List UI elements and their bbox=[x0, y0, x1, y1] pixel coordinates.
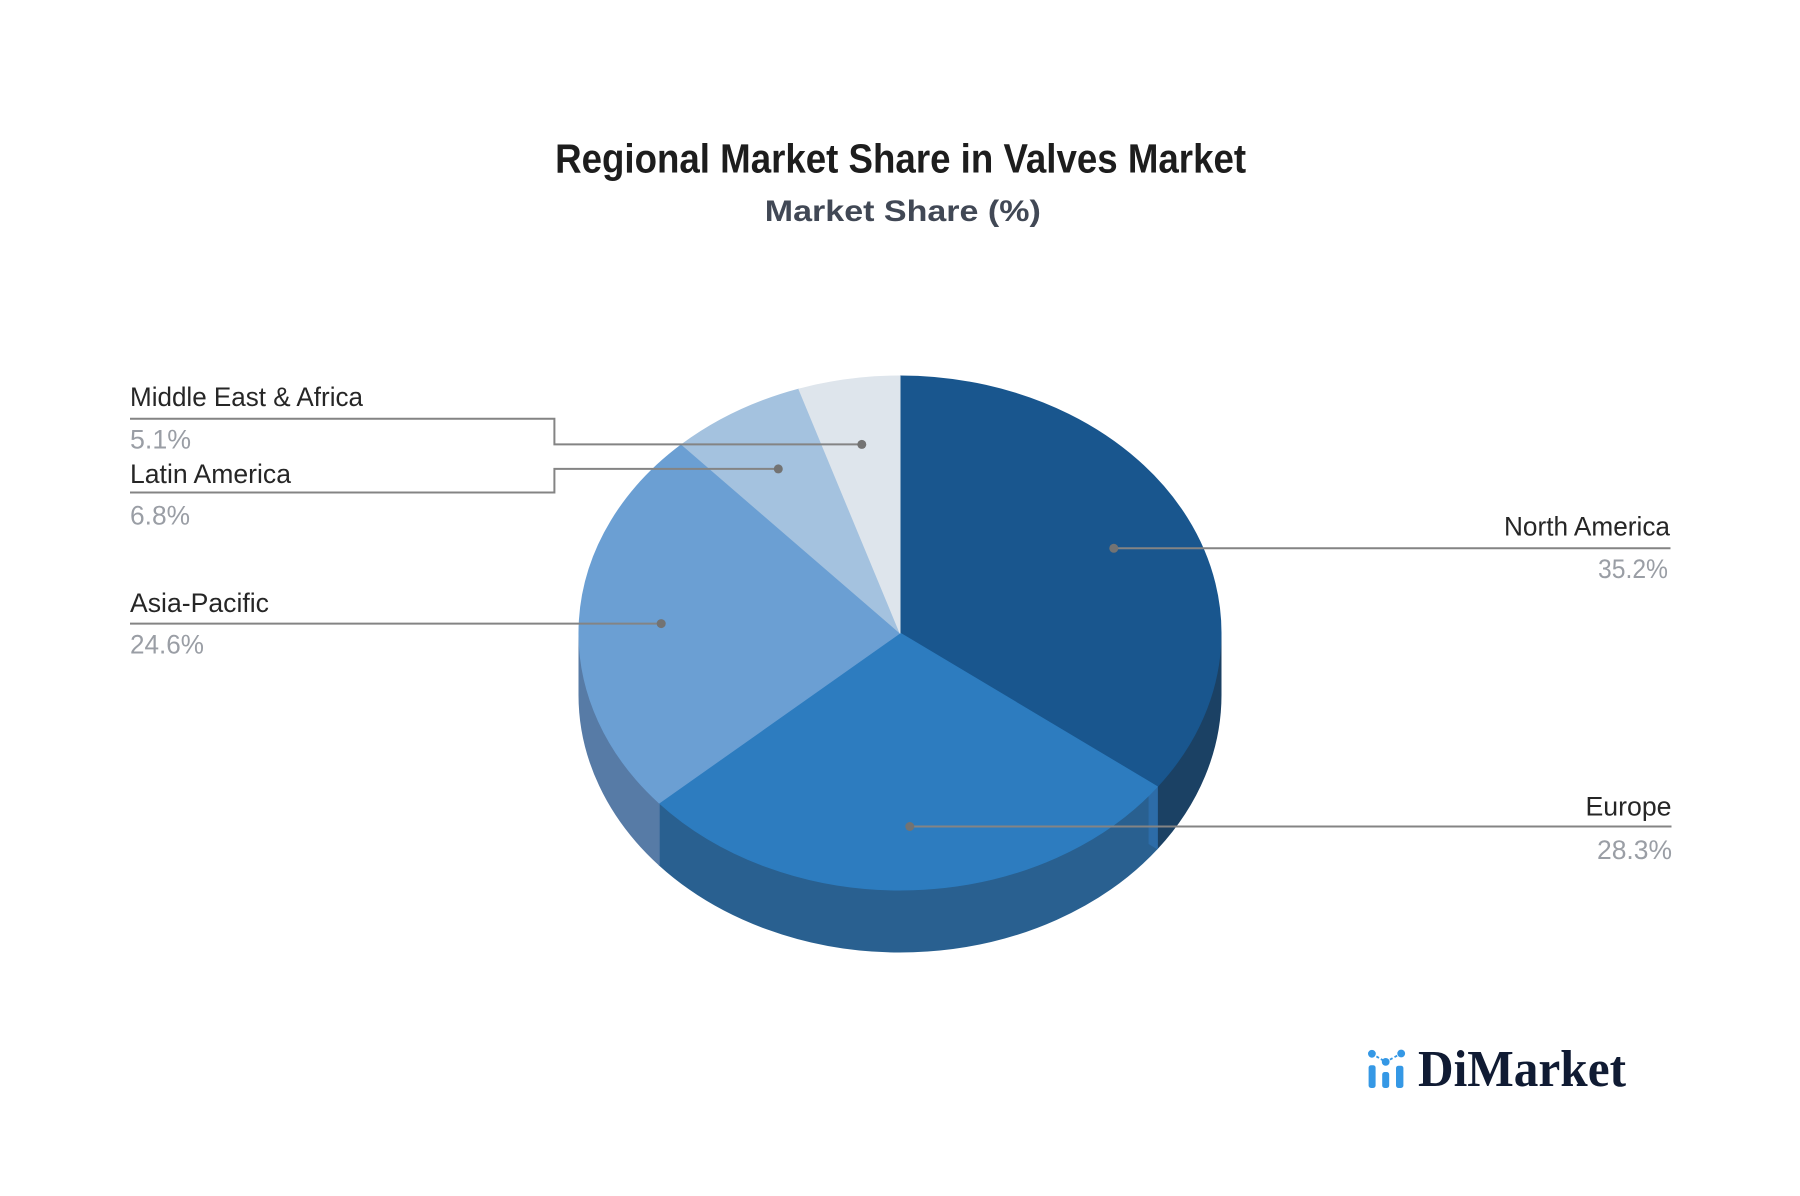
svg-text:28.3%: 28.3% bbox=[1597, 835, 1672, 865]
svg-text:Europe: Europe bbox=[1586, 791, 1672, 821]
svg-text:Latin America: Latin America bbox=[130, 459, 292, 489]
svg-text:Asia-Pacific: Asia-Pacific bbox=[130, 588, 269, 618]
svg-text:5.1%: 5.1% bbox=[130, 424, 191, 454]
svg-text:DiMarket: DiMarket bbox=[1418, 1041, 1627, 1098]
svg-text:35.2%: 35.2% bbox=[1598, 554, 1668, 584]
svg-text:Middle East & Africa: Middle East & Africa bbox=[130, 382, 364, 412]
svg-text:24.6%: 24.6% bbox=[130, 630, 204, 660]
svg-text:North America: North America bbox=[1504, 512, 1671, 542]
svg-text:Regional Market Share in Valve: Regional Market Share in Valves Market bbox=[555, 136, 1246, 182]
svg-text:6.8%: 6.8% bbox=[130, 500, 190, 530]
svg-text:Market Share (%): Market Share (%) bbox=[765, 195, 1041, 228]
